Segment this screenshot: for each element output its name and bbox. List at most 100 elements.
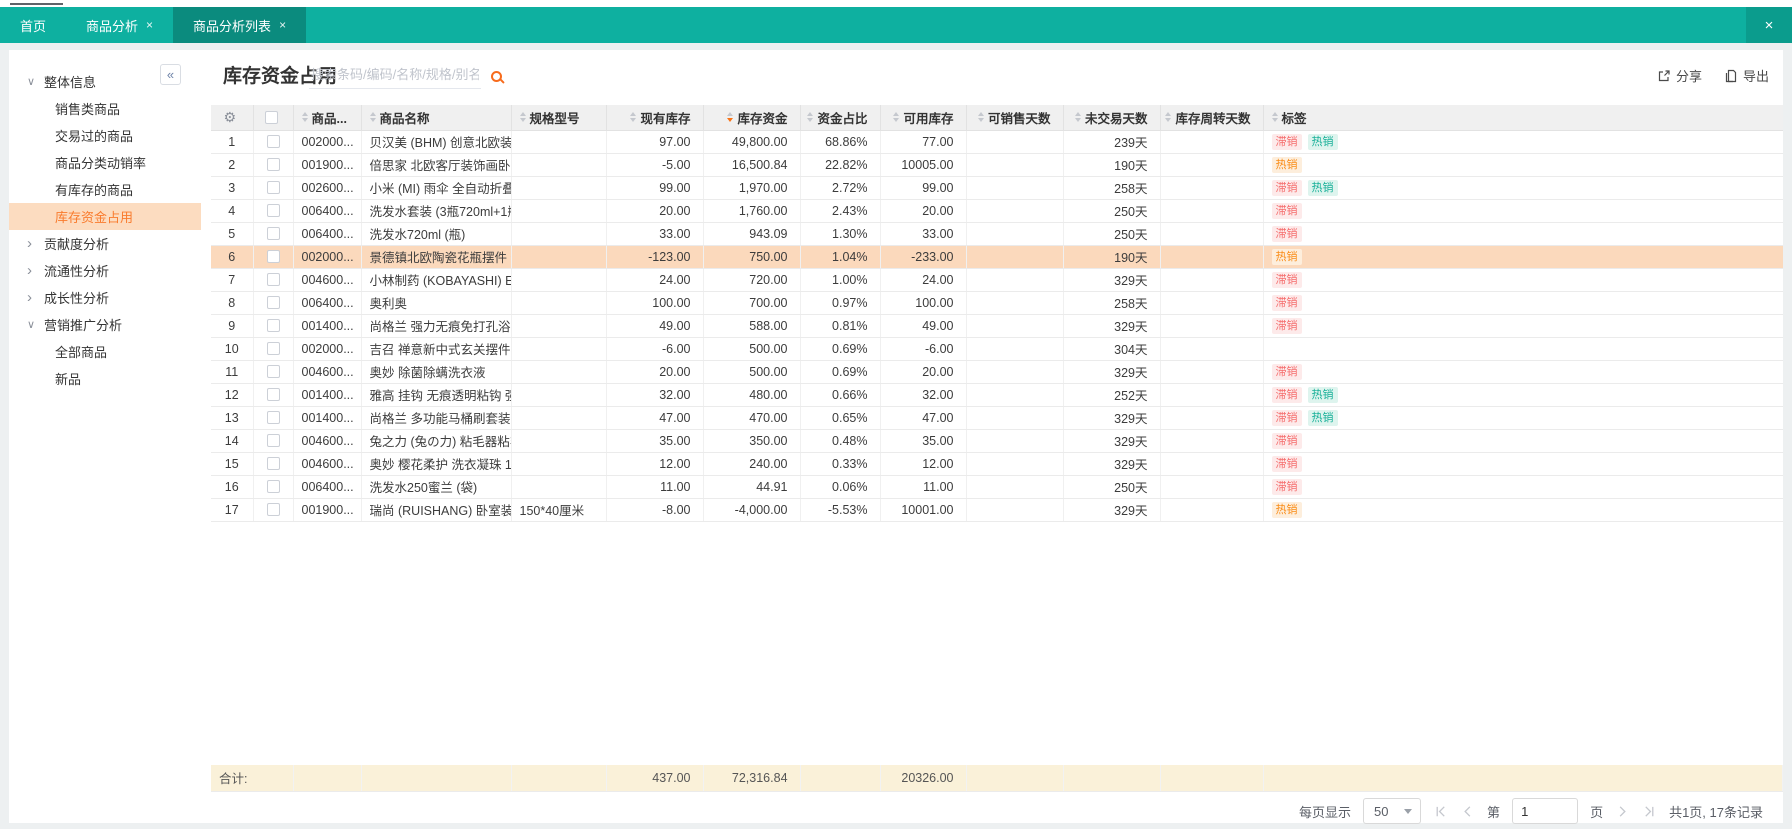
table-row[interactable]: 15 004600... 奥妙 樱花柔护 洗衣凝珠 10 12.00 240.00 0.3…: [211, 452, 1783, 476]
sort-caret-icon[interactable]: [977, 112, 984, 123]
cell-ratio: 0.65%: [800, 406, 881, 430]
column-header-code[interactable]: 商品...: [293, 105, 362, 131]
table-row[interactable]: 14 004600... 兔之力 (兔の力) 粘毛器粘毛 35.00 350.00 0.4…: [211, 429, 1783, 453]
column-header-fund[interactable]: 库存资金: [703, 105, 801, 131]
sort-caret-icon[interactable]: [807, 112, 814, 123]
row-checkbox[interactable]: [266, 296, 280, 309]
sort-caret-icon[interactable]: [1165, 112, 1172, 123]
prev-page-button[interactable]: [1460, 804, 1475, 819]
sidebar-item[interactable]: 有库存的商品: [9, 176, 201, 203]
close-all-tabs-button[interactable]: ×: [1746, 7, 1792, 43]
row-checkbox[interactable]: [266, 388, 280, 401]
column-header-name[interactable]: 商品名称: [361, 105, 512, 131]
search-icon[interactable]: [491, 71, 502, 82]
sort-caret-icon[interactable]: [301, 112, 308, 123]
export-button[interactable]: 导出: [1724, 66, 1769, 85]
sidebar-item[interactable]: 交易过的商品: [9, 122, 201, 149]
sidebar-item-active[interactable]: 库存资金占用: [9, 203, 201, 230]
tab-close-icon[interactable]: ×: [146, 18, 154, 32]
page-size-select[interactable]: 50: [1363, 798, 1422, 824]
tag-badge: 热销: [1307, 386, 1338, 403]
table-row[interactable]: 11 004600... 奥妙 除菌除螨洗衣液 20.00 500.00 0.69% 20.…: [211, 360, 1783, 384]
sidebar-item[interactable]: › 流通性分析: [9, 257, 201, 284]
column-header-sale_days[interactable]: 可销售天数: [966, 105, 1064, 131]
page-input[interactable]: [1512, 798, 1579, 824]
sidebar-item[interactable]: 全部商品: [9, 338, 201, 365]
row-checkbox[interactable]: [266, 411, 280, 424]
cell-spec: [511, 406, 607, 430]
tag-badge: 滞销: [1271, 271, 1302, 288]
row-checkbox[interactable]: [266, 204, 280, 217]
table-row[interactable]: 16 006400... 洗发水250蜜兰 (袋) 11.00 44.91 0.06% 11…: [211, 475, 1783, 499]
cell-turnover-days: [1160, 452, 1264, 476]
search-input[interactable]: [309, 64, 481, 89]
row-checkbox[interactable]: [266, 227, 280, 240]
column-header-no_trade_days[interactable]: 未交易天数: [1063, 105, 1161, 131]
cell-tags: 滞销: [1263, 360, 1783, 384]
table-row[interactable]: 3 002600... 小米 (MI) 雨伞 全自动折叠 99.00 1,970.00 2…: [211, 176, 1783, 200]
next-page-button[interactable]: [1615, 804, 1630, 819]
select-all-checkbox[interactable]: [264, 110, 278, 124]
tab-active[interactable]: 商品分析列表 ×: [173, 7, 307, 43]
cell-checkbox: [253, 176, 294, 200]
cell-no-trade-days: 329天: [1063, 360, 1161, 384]
column-header-turnover_days[interactable]: 库存周转天数: [1160, 105, 1264, 131]
sort-caret-icon[interactable]: [519, 112, 526, 123]
sort-caret-icon[interactable]: [630, 112, 637, 123]
column-header-ratio[interactable]: 资金占比: [800, 105, 881, 131]
sort-caret-icon[interactable]: [727, 112, 734, 123]
cell-ratio: 1.00%: [800, 268, 881, 292]
row-checkbox[interactable]: [266, 181, 280, 194]
sidebar-item[interactable]: › 成长性分析: [9, 284, 201, 311]
tab-item[interactable]: 商品分析 ×: [66, 7, 173, 43]
column-header-stock[interactable]: 现有库存: [606, 105, 704, 131]
cell-spec: [511, 291, 607, 315]
row-checkbox[interactable]: [266, 158, 280, 171]
share-button[interactable]: 分享: [1657, 66, 1702, 85]
first-page-button[interactable]: [1433, 804, 1448, 819]
row-checkbox[interactable]: [266, 250, 280, 263]
tab-close-icon[interactable]: ×: [279, 18, 287, 32]
table-row[interactable]: 6 002000...景德镇北欧陶瓷花瓶摆件 仿真 -123.00750.001.0…: [211, 245, 1783, 269]
column-header-tags[interactable]: 标签: [1263, 105, 1783, 131]
table-row[interactable]: 2 001900...倍思家 北欧客厅装饰画卧室床头 -5.0016,500.842…: [211, 153, 1783, 177]
table-row[interactable]: 5 006400... 洗发水720ml (瓶) 33.00 943.09 1.30% 33…: [211, 222, 1783, 246]
column-header-check: [253, 105, 294, 131]
row-checkbox[interactable]: [266, 434, 280, 447]
table-row[interactable]: 17 001900... 瑞尚 (RUISHANG) 卧室装 150*40厘米 -8.0…: [211, 498, 1783, 522]
row-checkbox[interactable]: [266, 457, 280, 470]
column-header-available[interactable]: 可用库存: [880, 105, 967, 131]
sidebar-item[interactable]: 销售类商品: [9, 95, 201, 122]
sort-caret-icon[interactable]: [369, 112, 376, 123]
sort-caret-icon[interactable]: [893, 112, 900, 123]
sidebar-item[interactable]: 商品分类动销率: [9, 149, 201, 176]
column-header-spec[interactable]: 规格型号: [511, 105, 607, 131]
last-page-button[interactable]: [1642, 804, 1657, 819]
row-checkbox[interactable]: [266, 273, 280, 286]
sidebar-item[interactable]: ∨ 整体信息: [9, 68, 201, 95]
collapse-sidebar-button[interactable]: «: [160, 64, 181, 85]
sidebar-item[interactable]: ∨ 营销推广分析: [9, 311, 201, 338]
row-checkbox[interactable]: [266, 135, 280, 148]
sort-caret-icon[interactable]: [1074, 112, 1081, 123]
sort-caret-icon[interactable]: [1271, 112, 1278, 123]
sidebar-item[interactable]: 新品: [9, 365, 201, 392]
row-checkbox[interactable]: [266, 319, 280, 332]
cell-spec: 150*40厘米: [511, 498, 607, 522]
table-row[interactable]: 1 002000...贝汉美 (BHM) 创意北欧装饰摆件 97.0049,800.…: [211, 130, 1783, 154]
table-row[interactable]: 7 004600... 小林制药 (KOBAYASHI) EX 24.00 720.00…: [211, 268, 1783, 292]
row-checkbox[interactable]: [266, 365, 280, 378]
row-checkbox[interactable]: [266, 503, 280, 516]
sidebar-item[interactable]: › 贡献度分析: [9, 230, 201, 257]
sidebar-item-label: 流通性分析: [44, 264, 110, 279]
table-row[interactable]: 8 006400... 奥利奥 100.00 700.00 0.97% 100.00 258天…: [211, 291, 1783, 315]
row-checkbox[interactable]: [266, 480, 280, 493]
gear-icon[interactable]: ⚙: [223, 108, 237, 125]
table-row[interactable]: 4 006400... 洗发水套装 (3瓶720ml+1瓶) 20.00 1,760.0…: [211, 199, 1783, 223]
tab-item[interactable]: 首页: [0, 7, 66, 43]
row-checkbox[interactable]: [266, 342, 280, 355]
